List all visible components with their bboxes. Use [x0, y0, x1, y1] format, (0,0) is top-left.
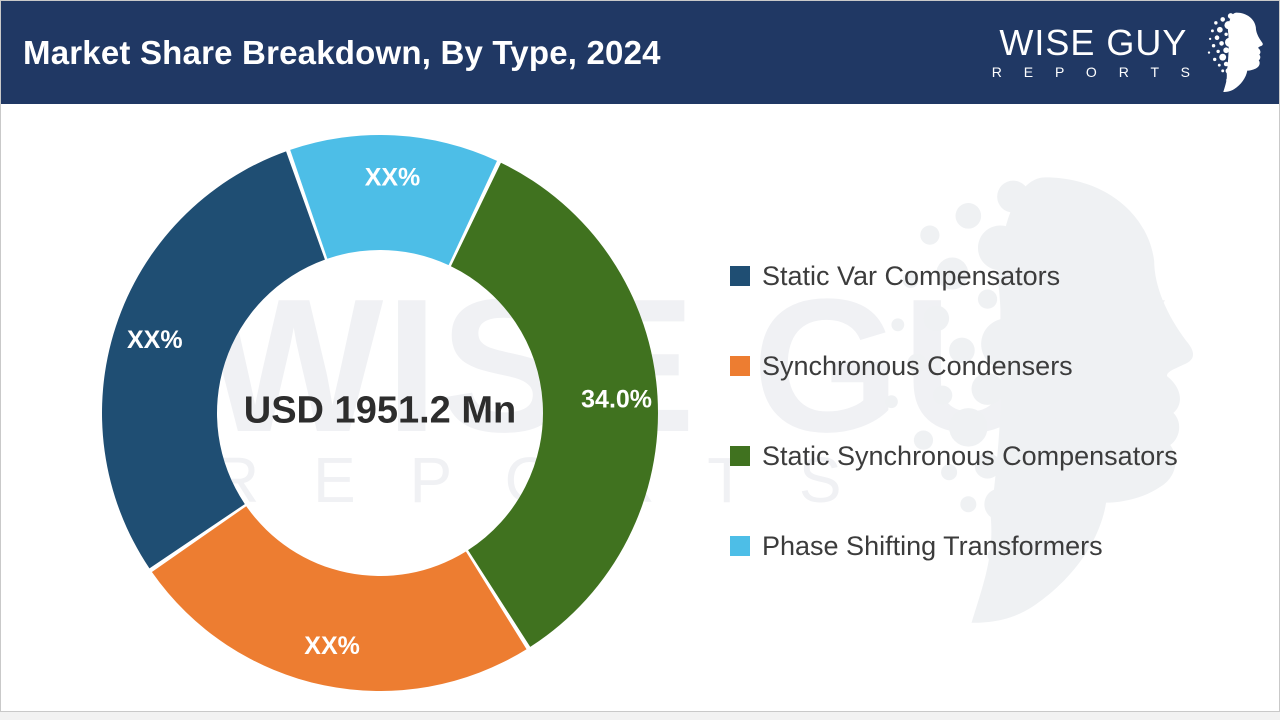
slice-label-synchronous-condensers: XX% — [304, 632, 360, 660]
donut-segment-static-var-compensators — [102, 151, 325, 569]
legend-label: Static Var Compensators — [762, 260, 1061, 291]
legend-item-synchronous-condensers: Synchronous Condensers — [730, 321, 1178, 411]
legend-swatch — [730, 266, 750, 286]
brand-head-icon — [1201, 9, 1265, 95]
brand-name: WISE GUY — [999, 22, 1188, 64]
slice-label-phase-shifting-transformers: XX% — [365, 163, 421, 191]
donut-segment-static-synchronous-compensators — [450, 162, 658, 647]
donut-center-value: USD 1951.2 Mn — [243, 389, 517, 432]
legend-item-static-synchronous-compensators: Static Synchronous Compensators — [730, 411, 1178, 501]
donut-chart: XX% 34.0% XX% XX% — [102, 135, 658, 691]
legend-item-phase-shifting-transformers: Phase Shifting Transformers — [730, 501, 1178, 591]
slice-label-static-synchronous-compensators: 34.0% — [581, 386, 652, 414]
legend-swatch — [730, 536, 750, 556]
brand-logo-text: WISE GUY R E P O R T S — [988, 24, 1199, 80]
legend-label: Static Synchronous Compensators — [762, 440, 1178, 471]
footer-strip — [0, 712, 1280, 720]
legend-label: Phase Shifting Transformers — [762, 530, 1103, 561]
legend-label: Synchronous Condensers — [762, 350, 1073, 381]
legend-item-static-var-compensators: Static Var Compensators — [730, 231, 1178, 321]
page-title: Market Share Breakdown, By Type, 2024 — [23, 33, 661, 71]
slice-label-static-var-compensators: XX% — [127, 326, 183, 354]
legend-swatch — [730, 356, 750, 376]
legend: Static Var Compensators Synchronous Conde… — [730, 231, 1178, 591]
brand-subtitle: R E P O R T S — [991, 63, 1199, 80]
legend-swatch — [730, 446, 750, 466]
brand-logo: WISE GUY R E P O R T S — [988, 9, 1265, 95]
donut-segment-phase-shifting-transformers — [290, 135, 497, 266]
header-bar: Market Share Breakdown, By Type, 2024 WI… — [1, 1, 1279, 104]
donut-segment-synchronous-condensers — [151, 506, 527, 691]
